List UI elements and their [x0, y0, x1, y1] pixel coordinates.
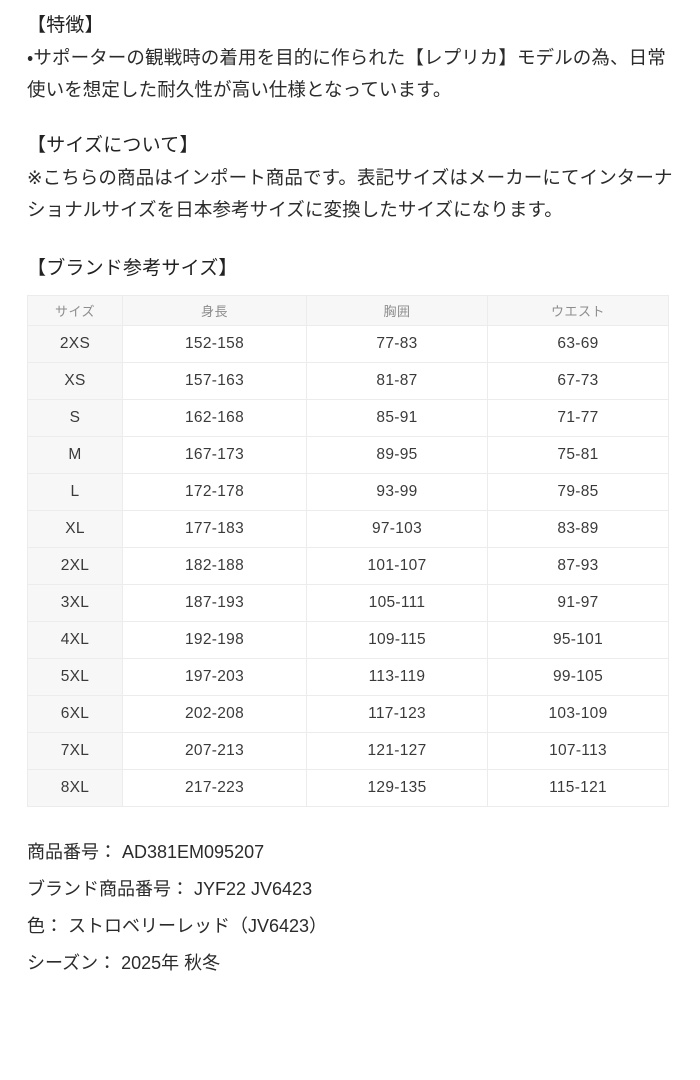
- cell-size: XL: [27, 510, 123, 548]
- cell-height: 172-178: [122, 473, 307, 511]
- cell-height: 217-223: [122, 769, 307, 807]
- cell-size: 2XL: [27, 547, 123, 585]
- size-chart-body: 2XS 152-158 77-83 63-69 XS 157-163 81-87 67-73 S…: [27, 325, 669, 807]
- cell-height: 202-208: [122, 695, 307, 733]
- cell-size: 5XL: [27, 658, 123, 696]
- cell-size: 2XS: [27, 325, 123, 363]
- table-row: L 172-178 93-99 79-85: [27, 473, 669, 511]
- cell-size: 8XL: [27, 769, 123, 807]
- cell-waist: 83-89: [487, 510, 669, 548]
- brand-size-section: 【ブランド参考サイズ】 サイズ 身長 胸囲 ウエスト 2XS 152-158 77-…: [27, 226, 673, 807]
- meta-row-season: シーズン： 2025年 秋冬: [27, 945, 673, 982]
- cell-chest: 101-107: [306, 547, 488, 585]
- cell-waist: 87-93: [487, 547, 669, 585]
- cell-height: 197-203: [122, 658, 307, 696]
- meta-label: 商品番号：: [27, 842, 117, 862]
- column-header-height: 身長: [122, 295, 307, 326]
- cell-chest: 89-95: [306, 436, 488, 474]
- cell-chest: 85-91: [306, 399, 488, 437]
- size-info-section: 【サイズについて】 ※こちらの商品はインポート商品です。表記サイズはメーカーにて…: [27, 106, 673, 226]
- size-chart-header: サイズ 身長 胸囲 ウエスト: [27, 295, 669, 326]
- cell-waist: 63-69: [487, 325, 669, 363]
- table-row: M 167-173 89-95 75-81: [27, 436, 669, 474]
- cell-waist: 95-101: [487, 621, 669, 659]
- cell-chest: 109-115: [306, 621, 488, 659]
- table-row: XL 177-183 97-103 83-89: [27, 510, 669, 548]
- cell-chest: 117-123: [306, 695, 488, 733]
- cell-size: 4XL: [27, 621, 123, 659]
- meta-value: 2025年 秋冬: [116, 953, 221, 973]
- meta-row-product-number: 商品番号： AD381EM095207: [27, 834, 673, 871]
- cell-size: S: [27, 399, 123, 437]
- table-header-row: サイズ 身長 胸囲 ウエスト: [27, 295, 669, 326]
- cell-waist: 91-97: [487, 584, 669, 622]
- cell-chest: 105-111: [306, 584, 488, 622]
- cell-waist: 67-73: [487, 362, 669, 400]
- cell-size: 7XL: [27, 732, 123, 770]
- table-row: 7XL 207-213 121-127 107-113: [27, 732, 669, 770]
- cell-waist: 71-77: [487, 399, 669, 437]
- cell-height: 187-193: [122, 584, 307, 622]
- cell-size: M: [27, 436, 123, 474]
- cell-waist: 75-81: [487, 436, 669, 474]
- table-row: XS 157-163 81-87 67-73: [27, 362, 669, 400]
- cell-height: 182-188: [122, 547, 307, 585]
- cell-waist: 103-109: [487, 695, 669, 733]
- meta-value: AD381EM095207: [117, 842, 265, 862]
- cell-height: 177-183: [122, 510, 307, 548]
- column-header-waist: ウエスト: [487, 295, 669, 326]
- cell-size: 3XL: [27, 584, 123, 622]
- cell-height: 207-213: [122, 732, 307, 770]
- table-row: S 162-168 85-91 71-77: [27, 399, 669, 437]
- cell-chest: 129-135: [306, 769, 488, 807]
- cell-size: L: [27, 473, 123, 511]
- cell-size: XS: [27, 362, 123, 400]
- meta-value: ストロベリーレッド（JV6423）: [63, 916, 328, 936]
- brand-size-heading: 【ブランド参考サイズ】: [27, 258, 238, 279]
- cell-chest: 121-127: [306, 732, 488, 770]
- features-body: ・サポーターの観戦時の着用を目的に作られた【レプリカ】モデルの為、日常使いを想定…: [27, 47, 666, 100]
- column-header-size: サイズ: [27, 295, 123, 326]
- table-row: 4XL 192-198 109-115 95-101: [27, 621, 669, 659]
- cell-waist: 115-121: [487, 769, 669, 807]
- cell-chest: 113-119: [306, 658, 488, 696]
- cell-chest: 93-99: [306, 473, 488, 511]
- features-heading: 【特徴】: [27, 15, 104, 36]
- cell-chest: 97-103: [306, 510, 488, 548]
- meta-label: 色：: [27, 916, 63, 936]
- cell-waist: 107-113: [487, 732, 669, 770]
- meta-row-brand-product-number: ブランド商品番号： JYF22 JV6423: [27, 871, 673, 908]
- features-section: 【特徴】 ・サポーターの観戦時の着用を目的に作られた【レプリカ】モデルの為、日常…: [27, 0, 673, 106]
- table-row: 2XL 182-188 101-107 87-93: [27, 547, 669, 585]
- size-info-heading: 【サイズについて】: [27, 135, 199, 156]
- table-row: 2XS 152-158 77-83 63-69: [27, 325, 669, 363]
- cell-chest: 77-83: [306, 325, 488, 363]
- meta-label: ブランド商品番号：: [27, 879, 189, 899]
- cell-height: 192-198: [122, 621, 307, 659]
- product-meta-section: 商品番号： AD381EM095207 ブランド商品番号： JYF22 JV642…: [27, 807, 673, 982]
- column-header-chest: 胸囲: [306, 295, 488, 326]
- cell-waist: 99-105: [487, 658, 669, 696]
- cell-height: 162-168: [122, 399, 307, 437]
- cell-waist: 79-85: [487, 473, 669, 511]
- cell-chest: 81-87: [306, 362, 488, 400]
- table-row: 3XL 187-193 105-111 91-97: [27, 584, 669, 622]
- table-row: 6XL 202-208 117-123 103-109: [27, 695, 669, 733]
- meta-value: JYF22 JV6423: [189, 879, 313, 899]
- cell-height: 157-163: [122, 362, 307, 400]
- table-row: 5XL 197-203 113-119 99-105: [27, 658, 669, 696]
- product-meta-list: 商品番号： AD381EM095207 ブランド商品番号： JYF22 JV642…: [27, 834, 673, 982]
- meta-row-color: 色： ストロベリーレッド（JV6423）: [27, 908, 673, 945]
- cell-height: 152-158: [122, 325, 307, 363]
- meta-label: シーズン：: [27, 953, 117, 973]
- size-info-body: ※こちらの商品はインポート商品です。表記サイズはメーカーにてインターナショナルサ…: [27, 167, 673, 220]
- table-row: 8XL 217-223 129-135 115-121: [27, 769, 669, 807]
- size-chart-table: サイズ 身長 胸囲 ウエスト 2XS 152-158 77-83 63-69 XS 157…: [27, 295, 669, 807]
- cell-size: 6XL: [27, 695, 123, 733]
- cell-height: 167-173: [122, 436, 307, 474]
